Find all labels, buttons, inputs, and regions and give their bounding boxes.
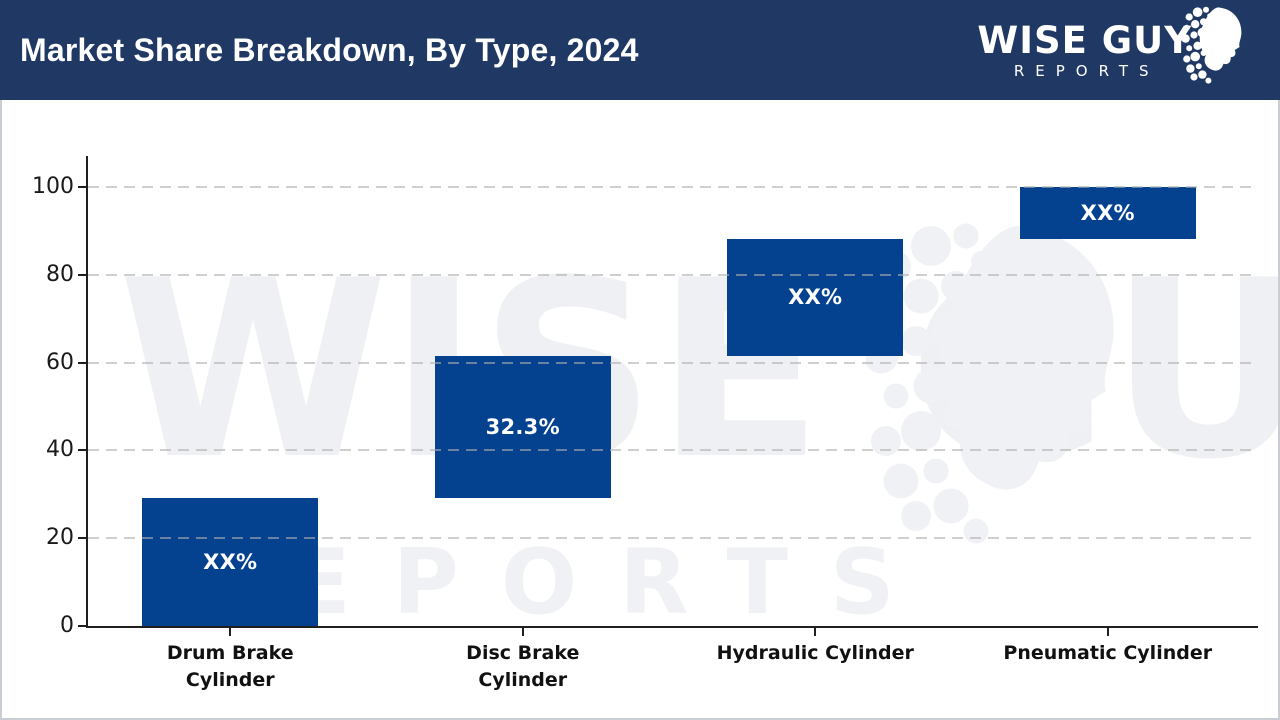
bar-value-label: XX%	[1080, 200, 1135, 225]
page-title: Market Share Breakdown, By Type, 2024	[20, 31, 639, 68]
y-tick-label: 100	[32, 174, 74, 199]
bar: 32.3%	[434, 356, 611, 498]
logo-wordmark: WISE GUY	[977, 18, 1192, 62]
bar: XX%	[142, 497, 319, 626]
page-right-rule	[1278, 100, 1280, 720]
watermark-head-graphic	[866, 216, 1166, 591]
x-tick-mark	[814, 628, 817, 636]
bar-value-label: XX%	[203, 549, 258, 574]
x-tick-mark	[229, 628, 232, 636]
gridline	[88, 273, 1258, 276]
y-tick-label: 0	[60, 613, 74, 638]
header: Market Share Breakdown, By Type, 2024 WI…	[0, 0, 1280, 100]
logo-text: WISE GUY REPORTS	[977, 22, 1192, 79]
bar-value-label: 32.3%	[485, 414, 560, 439]
y-tick-mark	[78, 273, 88, 276]
x-tick-label: Hydraulic Cylinder	[716, 642, 914, 664]
x-tick-mark	[1106, 628, 1109, 636]
logo-subtext: REPORTS	[1013, 61, 1160, 80]
bar: XX%	[727, 238, 904, 356]
brand-logo: WISE GUY REPORTS	[977, 5, 1254, 95]
page-bottom-rule	[0, 718, 1280, 720]
gridline	[88, 186, 1258, 188]
y-tick-label: 40	[46, 437, 74, 463]
y-tick-mark	[78, 186, 88, 188]
y-tick-label: 20	[46, 525, 74, 551]
gridline	[88, 449, 1258, 452]
y-tick-mark	[78, 449, 88, 452]
logo-head-icon	[1182, 5, 1254, 95]
y-tick-mark	[78, 361, 88, 364]
gridline	[88, 537, 1258, 540]
x-tick-label: Drum Brake Cylinder	[166, 642, 294, 691]
x-tick-label: Pneumatic Cylinder	[1003, 642, 1213, 664]
bar: XX%	[1019, 187, 1196, 239]
x-tick-mark	[521, 628, 524, 636]
bar-value-label: XX%	[788, 285, 843, 310]
x-axis-line	[86, 626, 1258, 628]
y-tick-label: 60	[46, 349, 74, 375]
x-tick-label: Disc Brake Cylinder	[466, 642, 580, 691]
y-axis-line	[86, 156, 88, 628]
y-tick-mark	[78, 537, 88, 540]
gridline	[88, 361, 1258, 364]
page-left-rule	[0, 100, 2, 720]
y-tick-label: 80	[46, 261, 74, 287]
y-tick-mark	[78, 625, 88, 627]
